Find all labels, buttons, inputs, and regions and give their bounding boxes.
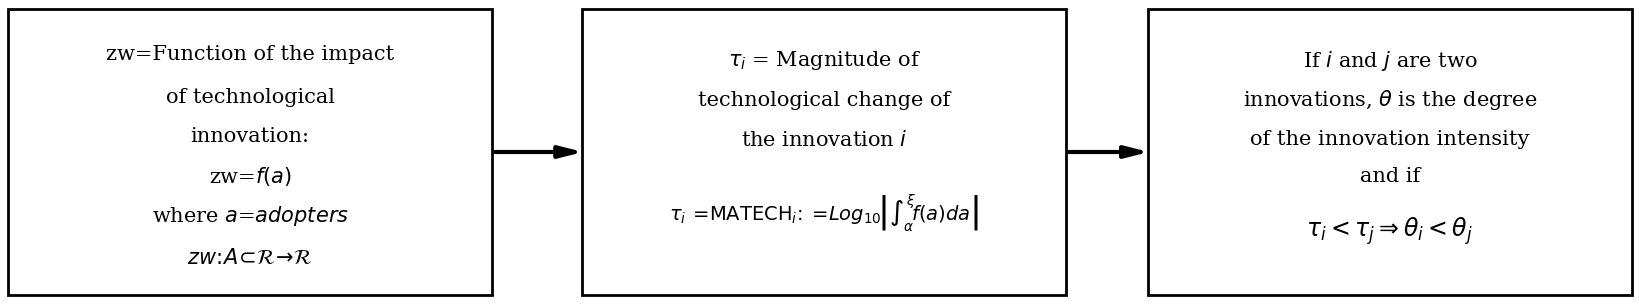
- Text: zw=$f(a)$: zw=$f(a)$: [208, 165, 292, 188]
- Text: innovation:: innovation:: [190, 127, 310, 146]
- Text: $\tau_i$ = Magnitude of: $\tau_i$ = Magnitude of: [728, 49, 919, 72]
- Text: and if: and if: [1359, 167, 1419, 186]
- Bar: [1147, 9, 1631, 295]
- Text: of technological: of technological: [166, 88, 334, 107]
- Text: where $a$=$adopters$: where $a$=$adopters$: [151, 204, 349, 228]
- Text: zw=Function of the impact: zw=Function of the impact: [107, 45, 393, 64]
- Text: If $i$ and $j$ are two: If $i$ and $j$ are two: [1301, 49, 1477, 73]
- Text: $\tau_i < \tau_j \Rightarrow \theta_i < \theta_j$: $\tau_i < \tau_j \Rightarrow \theta_i < …: [1306, 215, 1472, 247]
- Text: of the innovation intensity: of the innovation intensity: [1249, 130, 1529, 149]
- Text: $\tau_i\ \!=\!\mathrm{MATECH}_i\!:=\!Log_{10}\!\left|\int_{\alpha}^{\xi}\!f(a)da: $\tau_i\ \!=\!\mathrm{MATECH}_i\!:=\!Log…: [669, 192, 978, 233]
- Text: the innovation $i$: the innovation $i$: [741, 130, 906, 150]
- Bar: [582, 9, 1065, 295]
- Text: innovations, $\theta$ is the degree: innovations, $\theta$ is the degree: [1242, 88, 1536, 112]
- Text: technological change of: technological change of: [698, 91, 949, 110]
- Bar: [8, 9, 492, 295]
- Text: $zw\!:\!A\!\subset\!\mathcal{R}\!\rightarrow\!\mathcal{R}$: $zw\!:\!A\!\subset\!\mathcal{R}\!\righta…: [187, 248, 313, 268]
